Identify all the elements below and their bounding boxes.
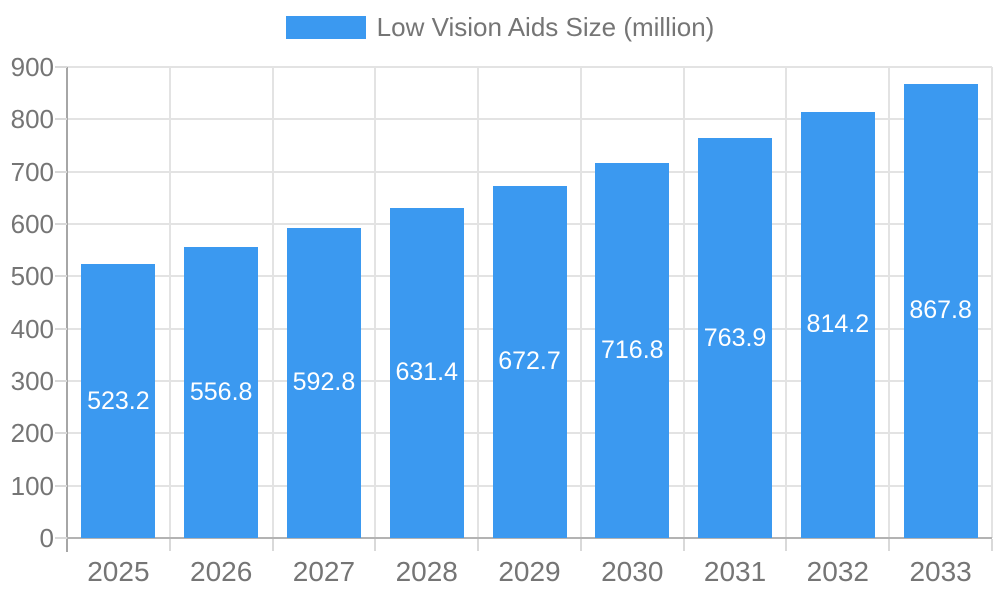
bar-2032[interactable]: 814.2 <box>800 111 875 538</box>
y-axis-line <box>66 67 68 552</box>
bar-2027[interactable]: 592.8 <box>286 227 361 538</box>
bar-2029[interactable]: 672.7 <box>492 185 567 538</box>
y-axis-label: 800 <box>10 104 54 135</box>
bar-value-label: 716.8 <box>600 335 664 364</box>
bar-2026[interactable]: 556.8 <box>184 246 259 538</box>
y-axis-tick <box>55 275 67 278</box>
x-axis-tick <box>168 539 171 551</box>
bar-value-label: 556.8 <box>189 377 253 406</box>
x-axis-tick <box>477 539 480 551</box>
x-axis-tick <box>888 539 891 551</box>
y-axis-tick <box>55 66 67 68</box>
bar-value-label: 672.7 <box>498 347 561 376</box>
x-axis-tick <box>785 539 788 551</box>
gridline-horizontal <box>67 118 992 121</box>
bar-value-label: 867.8 <box>909 296 972 325</box>
x-axis-tick <box>991 539 993 551</box>
legend[interactable]: Low Vision Aids Size (million) <box>0 14 1000 40</box>
x-axis-label-2029: 2029 <box>498 556 561 587</box>
bar-2031[interactable]: 763.9 <box>698 138 773 538</box>
y-axis-tick <box>55 223 67 225</box>
y-axis-tick <box>55 327 67 330</box>
x-axis-label-2027: 2027 <box>292 556 356 587</box>
y-axis-tick <box>55 118 67 121</box>
x-axis-tick <box>66 539 68 551</box>
y-axis-tick <box>55 537 67 539</box>
bar-value-label: 814.2 <box>806 310 870 339</box>
y-axis-label: 600 <box>10 209 54 239</box>
gridline-vertical <box>168 67 171 538</box>
x-axis-label-2033: 2033 <box>909 556 972 587</box>
x-axis-tick <box>271 539 274 551</box>
y-axis-tick <box>55 380 67 382</box>
x-axis-tick <box>682 539 685 551</box>
y-axis-label: 100 <box>10 470 54 501</box>
y-axis-label: 200 <box>10 418 54 449</box>
x-axis-label-2030: 2030 <box>601 556 664 587</box>
x-axis-label-2031: 2031 <box>703 556 767 587</box>
gridline-vertical <box>579 67 582 538</box>
bar-2028[interactable]: 631.4 <box>389 207 464 538</box>
x-axis-line <box>67 537 992 539</box>
legend-swatch <box>285 15 366 39</box>
bar-value-label: 631.4 <box>395 358 458 387</box>
bar-value-label: 592.8 <box>292 368 356 397</box>
gridline-vertical <box>991 67 993 538</box>
gridline-vertical <box>477 67 480 538</box>
x-axis-label-2032: 2032 <box>806 556 869 587</box>
x-axis-label-2026: 2026 <box>190 556 253 587</box>
gridline-vertical <box>888 67 891 538</box>
gridline-vertical <box>682 67 685 538</box>
gridline-vertical <box>785 67 788 538</box>
y-axis-label: 900 <box>10 52 54 82</box>
y-axis-tick <box>55 484 67 487</box>
x-axis-tick <box>579 539 582 551</box>
y-axis-tick <box>55 170 67 173</box>
y-axis-label: 700 <box>10 156 54 187</box>
bar-2025[interactable]: 523.2 <box>81 264 156 538</box>
x-axis-tick <box>374 539 377 551</box>
gridline-horizontal <box>67 170 992 173</box>
legend-label: Low Vision Aids Size (million) <box>376 12 715 42</box>
bar-value-label: 523.2 <box>87 386 150 415</box>
bar-2033[interactable]: 867.8 <box>903 83 978 538</box>
x-axis-label-2028: 2028 <box>395 556 458 587</box>
y-axis-label: 400 <box>10 313 54 344</box>
y-axis-label: 0 <box>39 523 54 553</box>
gridline-vertical <box>374 67 377 538</box>
y-axis-label: 500 <box>10 261 54 292</box>
bar-value-label: 763.9 <box>703 323 767 352</box>
y-axis-tick <box>55 432 67 435</box>
y-axis-label: 300 <box>10 366 54 396</box>
bar-2030[interactable]: 716.8 <box>595 162 670 538</box>
gridline-vertical <box>271 67 274 538</box>
gridline-horizontal <box>67 66 992 68</box>
x-axis-label-2025: 2025 <box>87 556 150 587</box>
